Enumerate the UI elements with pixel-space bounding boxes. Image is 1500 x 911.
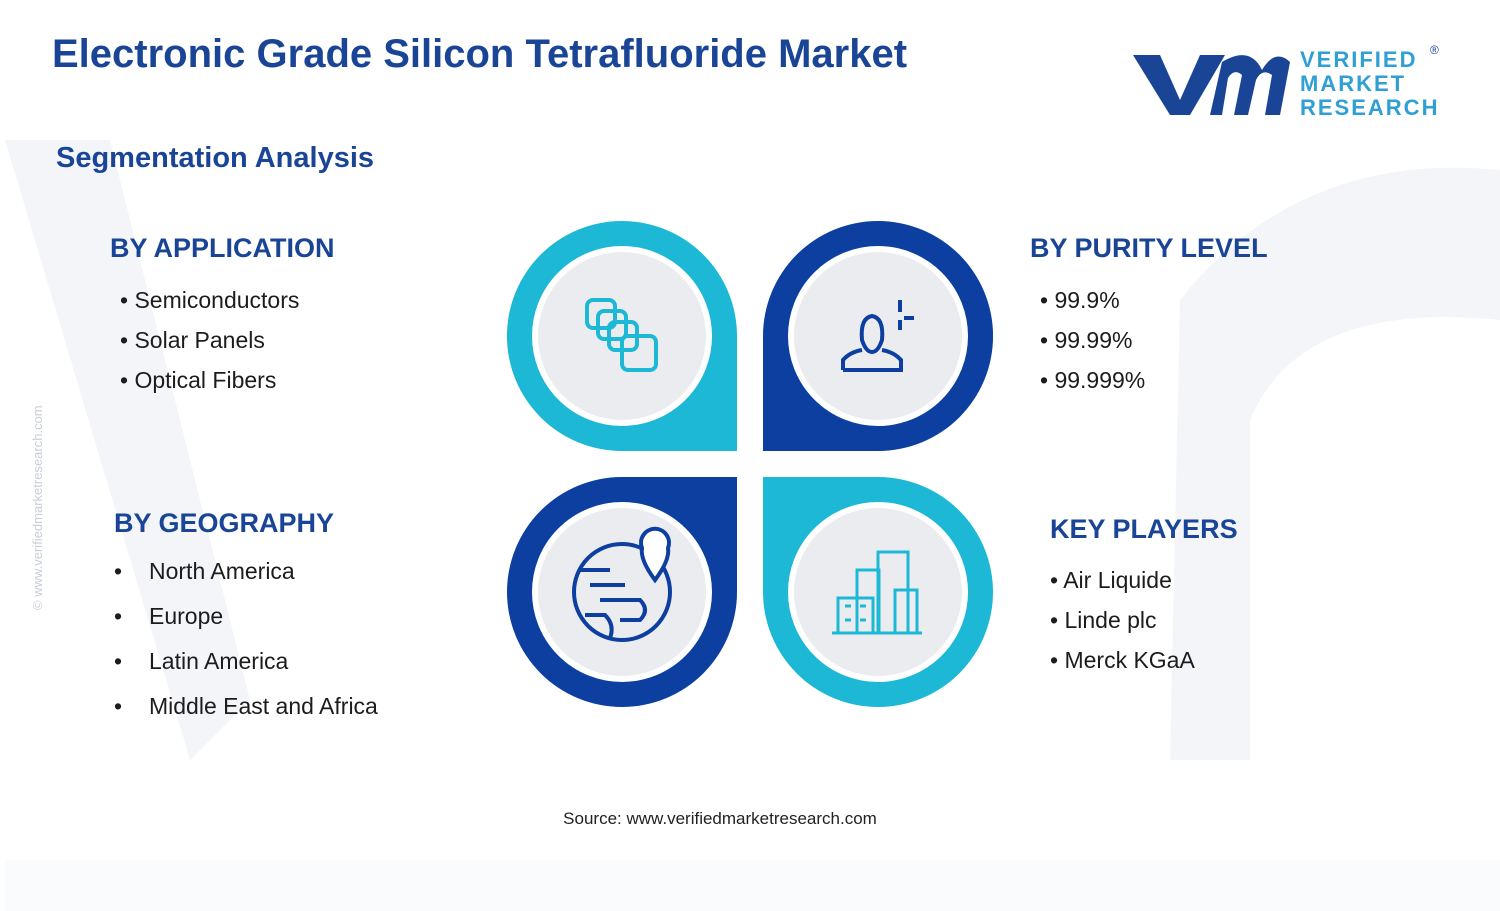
- subtitle: Segmentation Analysis: [56, 142, 375, 174]
- segment-item: Latin America: [114, 648, 288, 675]
- logo-text: VERIFIED: [1300, 47, 1418, 72]
- inner-circles: [532, 246, 968, 682]
- icon-person: [841, 300, 914, 372]
- segment-item: Semiconductors: [120, 287, 299, 314]
- title: Electronic Grade Silicon Tetrafluoride M…: [52, 32, 908, 76]
- segment-item: Middle East and Africa: [114, 693, 378, 720]
- segment-item: Merck KGaA: [1050, 647, 1194, 674]
- logo-text: MARKET: [1300, 71, 1407, 96]
- segment-item: Europe: [114, 603, 223, 630]
- segment-item: North America: [114, 558, 295, 585]
- icon-globe: [572, 526, 672, 642]
- logo-registered: ®: [1430, 43, 1439, 57]
- segment-heading: KEY PLAYERS: [1050, 514, 1238, 544]
- segment-item: Air Liquide: [1050, 567, 1172, 594]
- icon-buildings: [832, 550, 922, 635]
- logo-text: RESEARCH: [1300, 95, 1440, 120]
- logo-mark: [1133, 55, 1290, 115]
- source: Source: www.verifiedmarketresearch.com: [563, 809, 877, 828]
- icon-chips: [585, 298, 658, 372]
- segment-item: 99.99%: [1040, 327, 1132, 354]
- segment-heading: BY GEOGRAPHY: [114, 508, 335, 538]
- segment-item: Optical Fibers: [120, 367, 276, 394]
- segment-heading: BY PURITY LEVEL: [1030, 233, 1268, 263]
- side-note: © www.verifiedmarketresearch.com: [30, 405, 45, 610]
- segment-heading: BY APPLICATION: [110, 233, 335, 263]
- segment-item: Linde plc: [1050, 607, 1156, 634]
- segment-item: Solar Panels: [120, 327, 264, 354]
- segment-item: 99.999%: [1040, 367, 1145, 394]
- segment-item: 99.9%: [1040, 287, 1119, 314]
